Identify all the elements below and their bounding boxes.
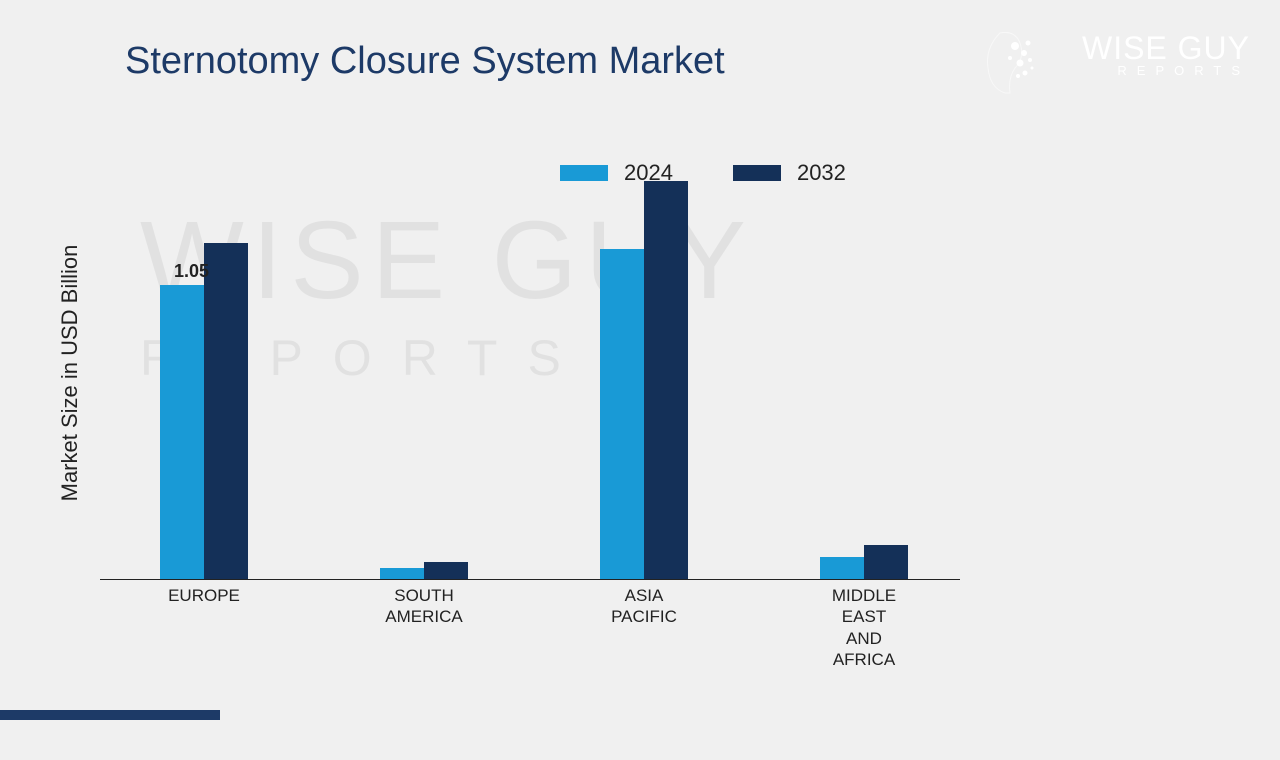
category-label-0: EUROPE	[134, 585, 274, 606]
category-label-3: MIDDLEEASTANDAFRICA	[794, 585, 934, 670]
y-axis-label: Market Size in USD Billion	[57, 245, 83, 502]
bar-2032-3	[864, 545, 908, 579]
brand-head-icon	[980, 28, 1040, 98]
bar-2024-3	[820, 557, 864, 579]
bar-2024-1	[380, 568, 424, 579]
bar-2024-2	[600, 249, 644, 579]
bar-2032-0	[204, 243, 248, 579]
chart-plot-area: 1.05	[100, 160, 960, 580]
category-label-1: SOUTHAMERICA	[354, 585, 494, 628]
bar-2032-1	[424, 562, 468, 579]
bar-2032-2	[644, 181, 688, 579]
bar-2024-0	[160, 285, 204, 579]
brand-main: WISE GUY	[1082, 30, 1250, 67]
bars-container	[100, 160, 960, 580]
category-label-2: ASIAPACIFIC	[574, 585, 714, 628]
bottom-accent-bar	[0, 710, 220, 720]
chart-title: Sternotomy Closure System Market	[125, 40, 725, 83]
value-callout: 1.05	[174, 261, 209, 282]
brand-logo: WISE GUY REPORTS	[1082, 30, 1250, 78]
